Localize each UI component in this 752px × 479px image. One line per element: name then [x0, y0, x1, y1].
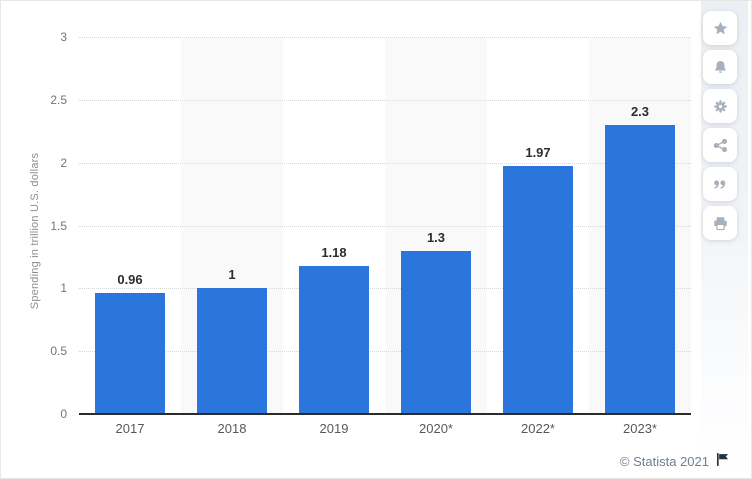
bar-value-label: 0.96	[117, 272, 143, 288]
quote-icon	[712, 176, 729, 193]
grid-line	[79, 162, 691, 164]
grid-line	[79, 288, 691, 290]
x-axis-label: 2020*	[419, 421, 453, 436]
grid-line	[79, 351, 691, 353]
y-tick-label: 0	[60, 407, 67, 421]
y-tick-label: 1.5	[50, 218, 67, 233]
y-tick-label: 3	[60, 30, 67, 44]
settings-button[interactable]	[703, 89, 737, 123]
favorite-button[interactable]	[703, 11, 737, 45]
bell-icon	[712, 59, 729, 76]
copyright-text[interactable]: © Statista 2021	[619, 453, 709, 469]
cite-button[interactable]	[703, 167, 737, 201]
bar-value-label: 1.3	[426, 229, 446, 245]
x-axis-label: 2018	[217, 421, 247, 436]
grid-line	[79, 225, 691, 227]
print-button[interactable]	[703, 206, 737, 240]
y-tick-label: 2	[60, 155, 67, 170]
grid-line	[79, 99, 691, 101]
chart-toolbar	[703, 11, 737, 240]
y-tick-label: 2.5	[50, 92, 67, 107]
bar-value-label: 1.18	[321, 244, 347, 260]
bar-value-label: 1.97	[525, 145, 551, 161]
bar[interactable]	[95, 293, 165, 414]
x-axis-label: 2023*	[623, 421, 657, 436]
bar[interactable]	[401, 250, 471, 414]
flag-icon[interactable]	[715, 452, 730, 470]
x-axis-line	[79, 413, 691, 415]
copyright-line: © Statista 2021	[620, 452, 730, 470]
bar[interactable]	[605, 124, 675, 414]
y-tick-label: 0.5	[50, 344, 67, 359]
gear-icon	[712, 98, 729, 115]
y-tick-label: 1	[60, 281, 67, 296]
share-icon	[712, 137, 729, 154]
bar[interactable]	[503, 166, 573, 414]
x-axis-label: 2019	[319, 421, 349, 436]
star-icon	[712, 20, 729, 37]
notifications-button[interactable]	[703, 50, 737, 84]
bar-value-label: 2.3	[630, 103, 650, 119]
printer-icon	[712, 215, 729, 232]
x-axis-label: 2022*	[521, 421, 555, 436]
bar[interactable]	[197, 288, 267, 414]
bar[interactable]	[299, 265, 369, 414]
share-button[interactable]	[703, 128, 737, 162]
x-axis-label: 2017	[115, 421, 145, 436]
grid-line	[79, 37, 691, 38]
bar-value-label: 1	[228, 267, 236, 283]
